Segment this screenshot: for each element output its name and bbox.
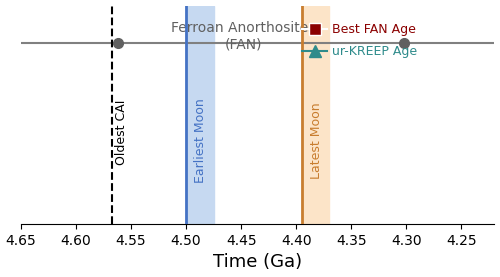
Legend: Best FAN Age, ur-KREEP Age: Best FAN Age, ur-KREEP Age [297, 18, 422, 63]
X-axis label: Time (Ga): Time (Ga) [213, 253, 302, 271]
Bar [186, 6, 214, 224]
Bar [302, 6, 330, 224]
Text: Oldest CAI: Oldest CAI [114, 100, 128, 165]
Text: Earliest Moon: Earliest Moon [194, 99, 207, 183]
Text: Latest Moon: Latest Moon [310, 103, 322, 179]
Text: Ferroan Anorthosites
(FAN): Ferroan Anorthosites (FAN) [172, 21, 316, 51]
